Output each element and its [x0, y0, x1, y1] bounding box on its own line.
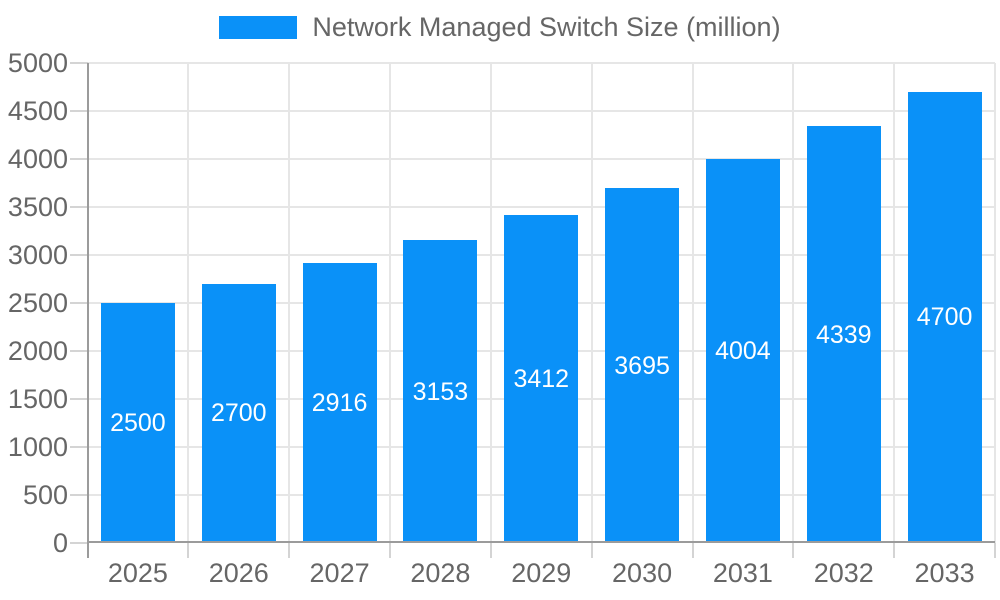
x-axis-tick-label: 2033: [914, 558, 975, 588]
bar-value-label: 3412: [513, 365, 570, 394]
y-axis-tick: [70, 302, 88, 304]
legend-swatch: [219, 16, 298, 39]
bar[interactable]: 2700: [201, 283, 276, 542]
gridline-vertical: [288, 63, 291, 543]
bar[interactable]: 4004: [705, 158, 780, 542]
x-axis-tick-label: 2029: [511, 558, 572, 588]
y-axis-tick: [70, 350, 88, 352]
x-axis-tick-label: 2028: [410, 558, 471, 588]
gridline-vertical: [590, 63, 593, 543]
bar-value-label: 4004: [715, 336, 771, 365]
bar-value-label: 2500: [110, 409, 166, 437]
x-axis-tick: [288, 543, 291, 558]
bar-value-label: 4700: [916, 303, 973, 332]
y-axis-tick-label: 2000: [7, 336, 68, 366]
bar[interactable]: 4700: [907, 91, 982, 542]
bar-value-label: 2916: [311, 389, 368, 418]
y-axis-tick: [70, 110, 88, 112]
x-axis-tick: [187, 543, 190, 558]
bar[interactable]: 3153: [403, 240, 478, 542]
y-axis-tick-label: 0: [52, 528, 68, 558]
x-axis-tick-label: 2032: [813, 558, 874, 588]
y-axis-tick-label: 3500: [7, 192, 68, 222]
bar-value-label: 4339: [815, 320, 872, 349]
y-axis-tick: [70, 542, 88, 544]
bar[interactable]: 2500: [100, 303, 175, 542]
x-axis-tick-label: 2027: [309, 558, 370, 588]
bar-value-label: 3695: [614, 351, 670, 380]
x-axis-tick: [590, 543, 593, 558]
gridline-horizontal: [87, 62, 995, 64]
bar[interactable]: 4339: [806, 126, 881, 542]
x-axis-tick-label: 2031: [712, 558, 773, 588]
x-axis-line: [86, 541, 995, 543]
y-axis-tick-label: 500: [22, 480, 68, 510]
y-axis-tick: [70, 494, 88, 496]
legend[interactable]: Network Managed Switch Size (million): [0, 12, 1000, 43]
x-axis-tick-label: 2025: [107, 558, 168, 588]
gridline-vertical: [389, 63, 391, 543]
gridline-horizontal: [87, 206, 995, 208]
y-axis-tick-label: 4000: [7, 144, 68, 174]
y-axis-tick-label: 2500: [7, 288, 68, 318]
x-axis-tick: [994, 543, 996, 558]
gridline-horizontal: [87, 158, 995, 160]
gridline-horizontal: [87, 110, 995, 112]
bar-value-label: 3153: [412, 377, 469, 406]
x-axis-tick: [489, 543, 492, 558]
x-axis-tick: [893, 543, 896, 558]
x-axis-tick: [691, 543, 694, 558]
gridline-vertical: [792, 63, 795, 543]
bar[interactable]: 2916: [302, 263, 377, 542]
gridline-vertical: [893, 63, 896, 543]
bar[interactable]: 3695: [605, 188, 680, 542]
x-axis-tick-label: 2026: [208, 558, 269, 588]
gridline-vertical: [489, 63, 492, 543]
y-axis-tick: [70, 446, 88, 448]
gridline-vertical: [994, 63, 996, 543]
x-axis-tick: [389, 543, 391, 558]
y-axis-tick: [70, 62, 88, 64]
y-axis-tick-label: 3000: [7, 240, 68, 270]
y-axis-line: [86, 63, 89, 558]
y-axis-tick-label: 4500: [7, 96, 68, 126]
y-axis-tick: [70, 254, 88, 256]
gridline-vertical: [187, 63, 190, 543]
y-axis-tick-label: 1000: [7, 432, 68, 462]
bar-value-label: 2700: [210, 399, 267, 428]
y-axis-tick-label: 5000: [7, 48, 68, 78]
bar[interactable]: 3412: [504, 215, 579, 542]
y-axis-tick: [70, 206, 88, 208]
legend-label: Network Managed Switch Size (million): [312, 12, 781, 42]
x-axis-tick-label: 2030: [612, 558, 673, 588]
y-axis-tick: [70, 158, 88, 160]
gridline-vertical: [691, 63, 694, 543]
x-axis-tick: [792, 543, 795, 558]
y-axis-tick: [70, 398, 88, 400]
y-axis-tick-label: 1500: [7, 384, 68, 414]
